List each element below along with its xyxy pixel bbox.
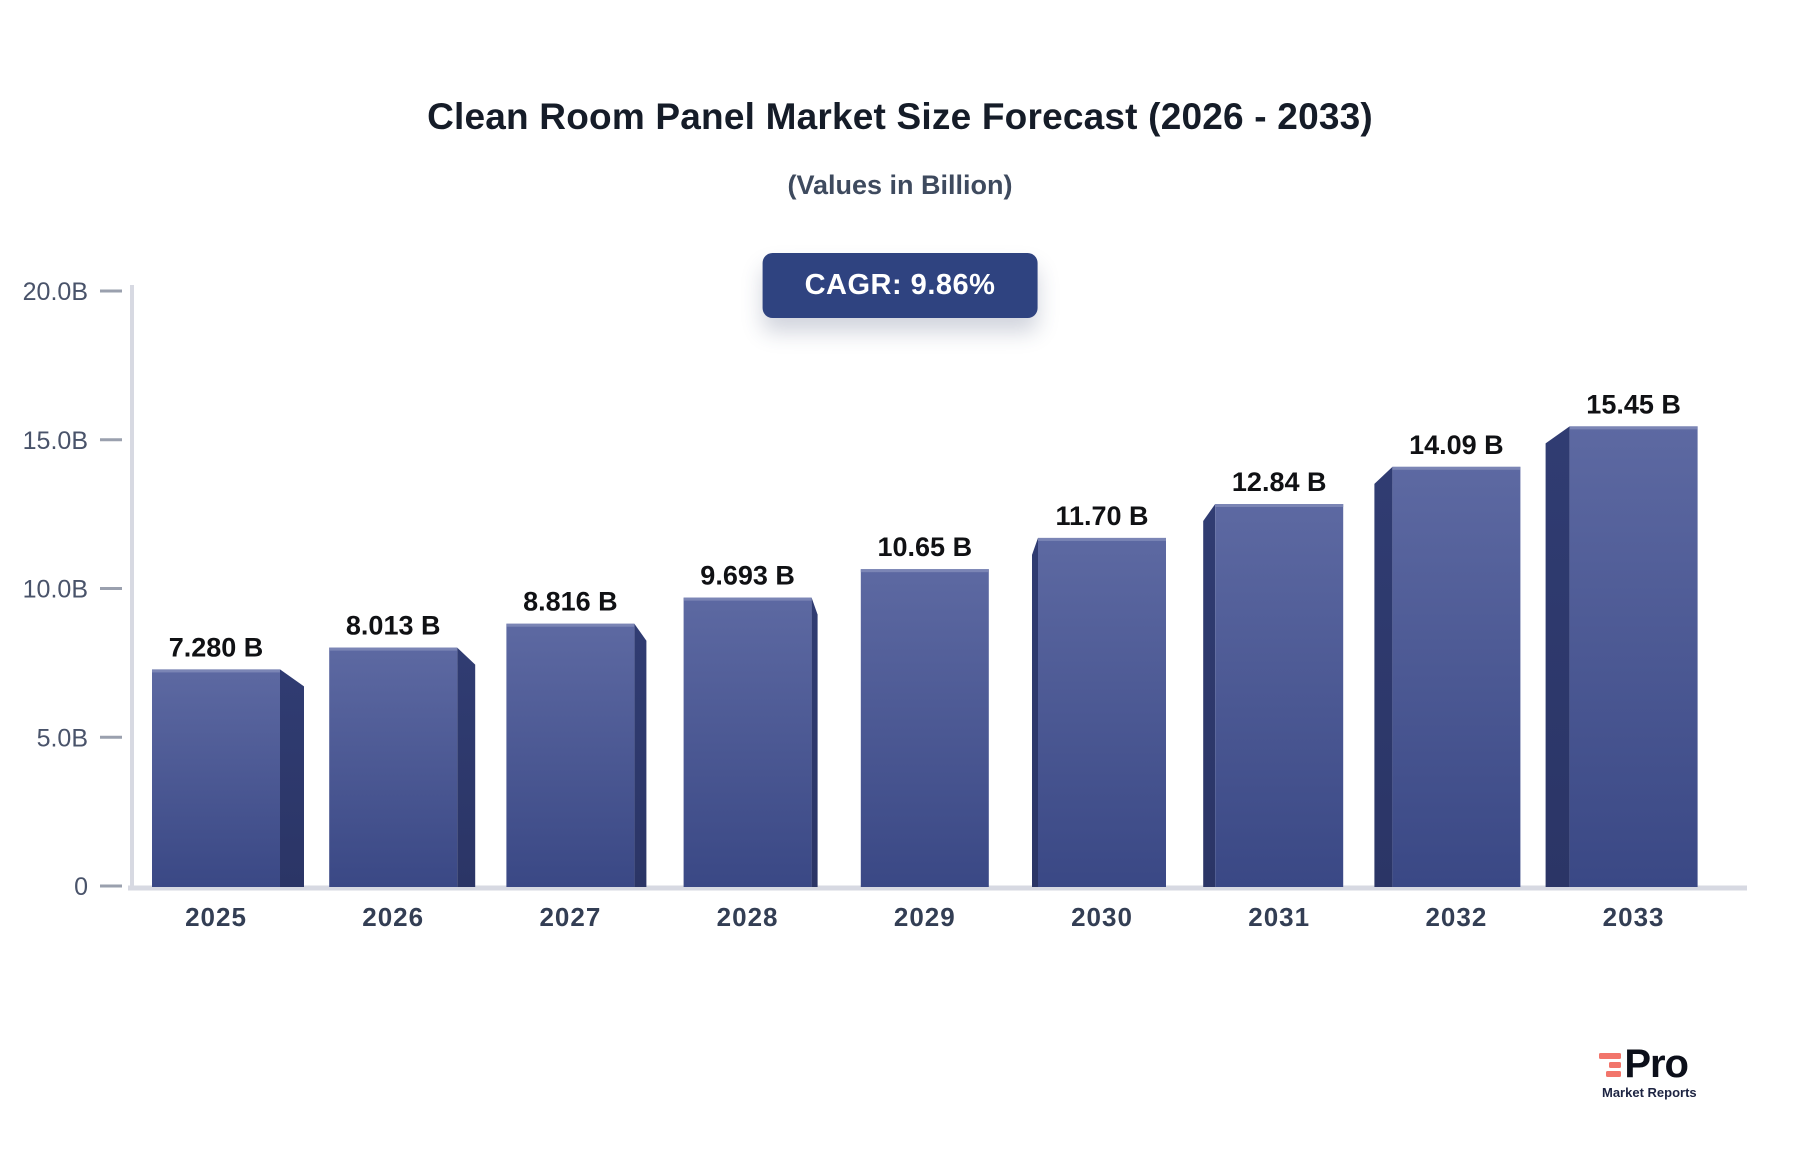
- bar-2032: [1392, 466, 1521, 887]
- bar-top-highlight: [1038, 537, 1166, 541]
- y-axis-tick-label: 15.0B: [23, 427, 88, 455]
- logo-name: Pro: [1624, 1042, 1689, 1086]
- bar-value-label: 7.280 B: [169, 632, 264, 662]
- bar-value-label: 9.693 B: [700, 561, 795, 591]
- bar-side-2026: [457, 647, 476, 887]
- x-axis-category-label: 2026: [362, 902, 424, 932]
- bar-top-highlight: [1392, 466, 1521, 470]
- bar-side-2030: [1032, 537, 1038, 887]
- x-axis-category-label: 2032: [1425, 902, 1487, 932]
- y-axis-tick-label: 20.0B: [23, 278, 88, 306]
- logo-tagline: Market Reports: [1602, 1085, 1697, 1100]
- bar-2029: [860, 569, 989, 887]
- y-axis-tick-label: 5.0B: [37, 724, 88, 752]
- bar-top-highlight: [152, 669, 280, 673]
- bar-value-label: 15.45 B: [1586, 389, 1681, 419]
- bar-2027: [506, 623, 635, 887]
- cagr-badge: CAGR: 9.86%: [762, 253, 1038, 318]
- bar-top-highlight: [1569, 426, 1698, 430]
- chart-title: Clean Room Panel Market Size Forecast (2…: [427, 96, 1373, 137]
- bar-value-label: 8.816 B: [523, 587, 618, 617]
- bar-value-label: 8.013 B: [346, 611, 441, 641]
- x-axis-category-label: 2027: [539, 902, 601, 932]
- bar-side-2028: [811, 597, 818, 887]
- bar-side-2027: [634, 623, 647, 887]
- bar-side-2025: [280, 669, 304, 887]
- bar-top-highlight: [683, 597, 812, 601]
- bar-top-highlight: [1215, 504, 1344, 508]
- bar-value-label: 14.09 B: [1409, 430, 1504, 460]
- bar-2031: [1215, 504, 1344, 887]
- x-axis-category-label: 2031: [1248, 902, 1310, 932]
- bar-2025: [152, 669, 280, 887]
- x-axis-category-label: 2028: [717, 902, 779, 932]
- bar-2030: [1038, 537, 1166, 887]
- bar-value-label: 12.84 B: [1232, 467, 1327, 497]
- y-axis-tick-label: 10.0B: [23, 576, 88, 604]
- bar-2026: [329, 647, 458, 887]
- x-axis-category-label: 2025: [185, 902, 247, 932]
- chart-subtitle: (Values in Billion): [787, 170, 1013, 200]
- bar-side-2032: [1374, 466, 1393, 887]
- bar-side-2033: [1545, 426, 1570, 887]
- bar-top-highlight: [506, 623, 635, 627]
- bar-value-label: 10.65 B: [878, 532, 973, 562]
- bar-top-highlight: [860, 569, 989, 573]
- x-axis-category-label: 2029: [894, 902, 956, 932]
- bar-2028: [683, 597, 812, 887]
- bar-2033: [1569, 426, 1698, 887]
- x-axis-category-label: 2033: [1603, 902, 1665, 932]
- brand-logo: Pro Market Reports: [1599, 1042, 1697, 1100]
- bar-top-highlight: [329, 647, 458, 651]
- y-axis-tick-label: 0: [74, 873, 88, 901]
- bar-side-2031: [1203, 504, 1216, 887]
- bar-value-label: 11.70 B: [1055, 501, 1148, 531]
- logo-stripes-icon: [1599, 1053, 1622, 1077]
- x-axis-category-label: 2030: [1071, 902, 1133, 932]
